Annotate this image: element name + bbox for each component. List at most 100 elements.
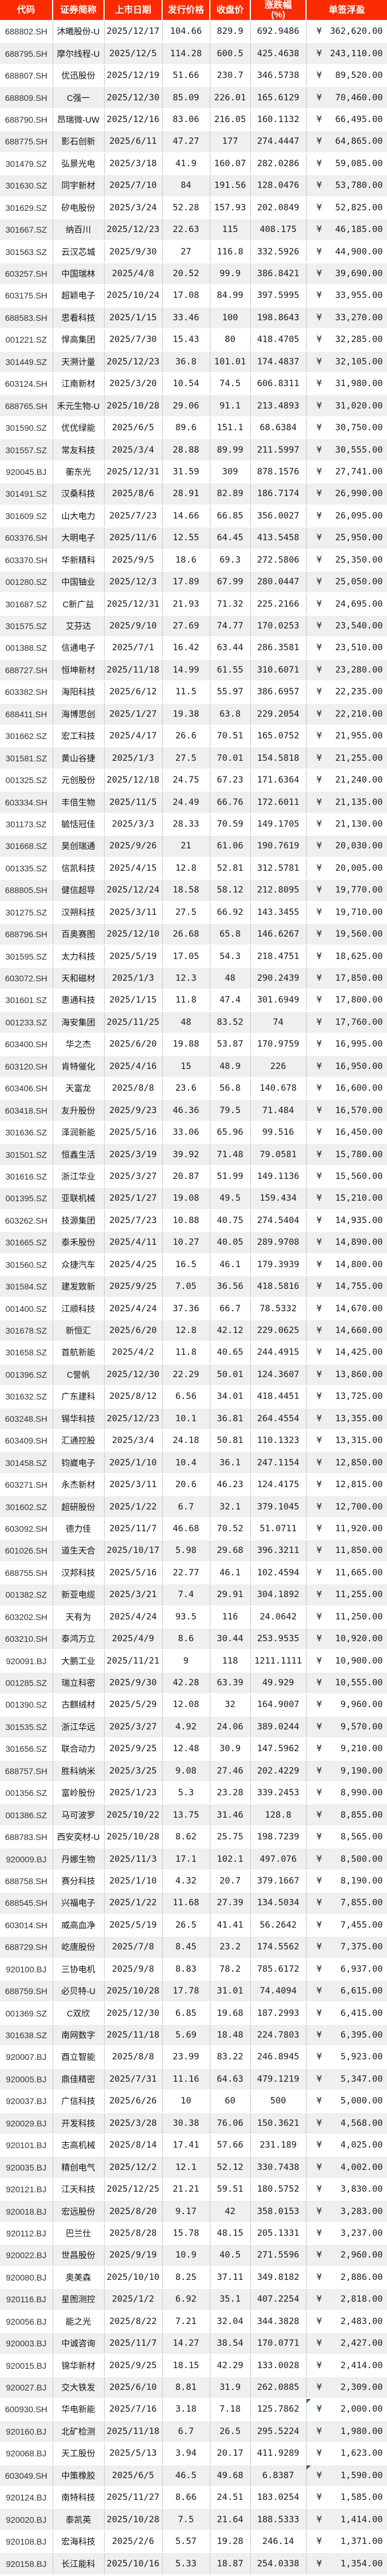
table-row[interactable]: 301616.SZ 浙江华业 2025/3/27 20.87 51.99 149.1136… (0, 1165, 387, 1189)
column-header-profit-per-lot[interactable]: 单签浮盈 (306, 0, 387, 21)
table-row[interactable]: 688757.SH 胜科纳米 2025/3/25 9.08 27.46 202.4229 ¥… (0, 1760, 387, 1783)
table-row[interactable]: 920112.BJ 巴兰仕 2025/8/28 15.78 48.15 205.1331 ¥… (0, 2222, 387, 2245)
table-row[interactable]: 688727.SH 恒坤新材 2025/11/18 14.99 61.55 310.607… (0, 659, 387, 682)
table-row[interactable]: 301575.SZ 艾芬达 2025/9/10 27.69 74.77 170.0253 ¥… (0, 615, 387, 638)
table-row[interactable]: 920027.BJ 交大铁发 2025/6/10 8.81 31.9 262.0885 ¥2… (0, 2376, 387, 2400)
table-row[interactable]: 301535.SZ 浙江华远 2025/3/27 4.92 24.06 389.0244 ¥… (0, 1716, 387, 1739)
table-row[interactable]: 301667.SZ 纳百川 2025/12/23 22.63 115 408.175 ¥46… (0, 218, 387, 242)
table-row[interactable]: 920124.BJ 南特科技 2025/11/27 8.66 24.51 183.0254… (0, 2487, 387, 2510)
table-row[interactable]: 603120.SH 肯特催化 2025/4/16 15 48.9 226 ¥16,950.0… (0, 1055, 387, 1079)
table-row[interactable]: 301629.SZ 矽电股份 2025/3/24 52.28 157.93 202.084… (0, 196, 387, 219)
table-row[interactable]: 603014.SH 威高血净 2025/5/19 26.5 41.41 56.2642 ¥7… (0, 1914, 387, 1937)
table-row[interactable]: 301458.SZ 钧崴电子 2025/1/10 10.4 36.1 247.1154 ¥1… (0, 1451, 387, 1474)
table-row[interactable]: 688790.SH 昂瑞微-UW 2025/12/16 83.06 216.05 160.… (0, 108, 387, 132)
table-row[interactable]: 001400.SZ 江顺科技 2025/4/24 37.36 66.7 78.5332 ¥1… (0, 1297, 387, 1320)
table-row[interactable]: 603370.SH 华新精科 2025/9/5 18.6 69.3 272.5806 ¥25… (0, 549, 387, 572)
table-row[interactable]: 688809.SH C强一 2025/12/30 85.09 226.01 165.612… (0, 86, 387, 109)
table-row[interactable]: 301609.SZ 山大电力 2025/7/23 14.66 66.85 356.0027… (0, 505, 387, 528)
table-row[interactable]: 001233.SZ 海安集团 2025/11/25 48 83.52 74 ¥17,760.… (0, 1011, 387, 1035)
table-row[interactable]: 688783.SH 西安奕材-U 2025/10/28 8.62 25.75 198.72… (0, 1825, 387, 1849)
table-row[interactable]: 301563.SZ 云汉芯城 2025/9/30 27 116.8 332.5926 ¥44… (0, 240, 387, 263)
table-row[interactable]: 301449.SZ 天溯计量 2025/12/23 36.8 101.01 174.483… (0, 350, 387, 374)
table-row[interactable]: 920158.BJ 长江能科 2025/10/16 5.33 18.87 254.0338… (0, 2552, 387, 2575)
column-header-list-date[interactable]: 上市日期 (104, 0, 163, 21)
column-header-close-price[interactable]: 收盘价 (210, 0, 251, 21)
table-row[interactable]: 688796.SH 百奥赛图 2025/12/10 26.68 65.8 146.6267… (0, 923, 387, 946)
table-row[interactable]: 688805.SH 健信超导 2025/12/24 18.58 58.12 212.809… (0, 879, 387, 902)
table-row[interactable]: 603175.SH 超颖电子 2025/10/24 17.08 84.99 397.599… (0, 285, 387, 308)
table-row[interactable]: 603124.SH 江南新材 2025/3/20 10.54 74.5 606.8311 ¥… (0, 373, 387, 396)
table-row[interactable]: 301636.SZ 泽润新能 2025/5/16 33.06 65.96 99.516 ¥1… (0, 1121, 387, 1144)
table-row[interactable]: 001369.SZ C双欣 2025/12/30 6.85 19.68 187.2993 ¥… (0, 2002, 387, 2025)
table-row[interactable]: 920020.BJ 泰凯英 2025/10/28 7.5 21.64 188.5333 ¥1… (0, 2508, 387, 2531)
table-row[interactable]: 688759.SH 必贝特-U 2025/10/28 17.78 31.01 74.409… (0, 1980, 387, 2003)
table-row[interactable]: 301665.SZ 泰禾股份 2025/4/11 10.27 40.05 289.9708… (0, 1232, 387, 1254)
table-row[interactable]: 920045.BJ 蘅东光 2025/12/31 31.59 309 878.1576 ¥2… (0, 460, 387, 484)
table-row[interactable]: 301601.SZ 惠通科技 2025/1/15 11.8 47.4 301.6949 ¥1… (0, 989, 387, 1012)
table-row[interactable]: 920091.BJ 大鹏工业 2025/11/21 9 118 1211.1111 ¥10,… (0, 1650, 387, 1673)
table-row[interactable]: 688411.SH 海博思创 2025/1/27 19.38 63.8 229.2054 ¥… (0, 703, 387, 726)
table-row[interactable]: 920018.BJ 宏远股份 2025/8/20 9.17 42 358.0153 ¥3,2… (0, 2200, 387, 2223)
table-row[interactable]: 603248.SH 锡华科技 2025/12/23 10.1 36.81 264.4554… (0, 1407, 387, 1431)
table-row[interactable]: 301557.SZ 常友科技 2025/3/4 28.88 89.99 211.5997 ¥… (0, 439, 387, 462)
table-row[interactable]: 603406.SH 天富龙 2025/8/8 23.6 56.8 140.678 ¥16,6… (0, 1077, 387, 1100)
column-header-code[interactable]: 代码 (0, 0, 53, 21)
table-row[interactable]: 603400.SH 华之杰 2025/6/20 19.88 53.87 170.9759 ¥… (0, 1033, 387, 1056)
table-row[interactable]: 600930.SH 华电新能 2025/7/16 3.18 7.18 125.7862 ¥2… (0, 2398, 387, 2421)
table-row[interactable]: 688545.SH 兴福电子 2025/1/22 11.68 27.39 134.5034… (0, 1892, 387, 1915)
table-row[interactable]: 603376.SH 大明电子 2025/11/6 12.55 64.45 413.5458… (0, 527, 387, 550)
table-row[interactable]: 301632.SZ 广东建科 2025/8/12 6.56 34.01 418.4451 ¥… (0, 1386, 387, 1409)
column-header-issue-price[interactable]: 发行价格 (162, 0, 210, 21)
table-row[interactable]: 001386.SZ 马可波罗 2025/10/22 13.75 31.46 128.8 ¥8… (0, 1804, 387, 1827)
table-row[interactable]: 688729.SH 屹唐股份 2025/7/8 8.45 23.2 174.5562 ¥7,… (0, 1936, 387, 1959)
table-row[interactable]: 601026.SH 道生天合 2025/10/17 5.98 29.68 396.3211… (0, 1540, 387, 1563)
table-row[interactable]: 920100.BJ 三协电机 2025/9/8 8.83 78.2 785.6172 ¥6,… (0, 1958, 387, 1981)
table-row[interactable]: 001221.SZ 悍高集团 2025/7/30 15.43 80 418.4705 ¥32… (0, 329, 387, 352)
table-row[interactable]: 001280.SZ 中国铀业 2025/12/3 17.89 67.99 280.0447… (0, 570, 387, 594)
table-row[interactable]: 920108.BJ 宏海科技 2025/2/6 5.57 19.28 246.14 ¥1,3… (0, 2530, 387, 2554)
table-row[interactable]: 001356.SZ 富岭股份 2025/1/23 5.3 23.28 339.2453 ¥8… (0, 1782, 387, 1805)
table-row[interactable]: 688583.SH 思看科技 2025/1/15 33.46 100 198.8643 ¥3… (0, 306, 387, 330)
table-row[interactable]: 920068.BJ 天工股份 2025/5/13 3.94 20.17 411.9289 ¥… (0, 2442, 387, 2465)
table-row[interactable]: 603049.SH 中策橡胶 2025/6/5 46.5 49.68 6.8387 ¥1,5… (0, 2464, 387, 2488)
table-row[interactable]: 001335.SZ 信凯科技 2025/4/15 12.8 52.81 312.5781 ¥… (0, 857, 387, 880)
table-row[interactable]: 688755.SH 汉邦科技 2025/5/16 22.77 46.1 102.4594 ¥… (0, 1561, 387, 1585)
table-row[interactable]: 001285.SZ 瑞立科密 2025/9/30 42.28 63.39 49.929 ¥1… (0, 1671, 387, 1695)
table-row[interactable]: 920007.BJ 酉立智能 2025/8/8 23.99 83.22 246.8945 ¥… (0, 2046, 387, 2069)
table-row[interactable]: 920003.BJ 中诚咨询 2025/11/7 14.27 38.54 170.0771… (0, 2332, 387, 2355)
table-row[interactable]: 920035.BJ 精创电气 2025/12/2 12.1 52.12 330.7438 ¥… (0, 2156, 387, 2179)
table-row[interactable]: 001382.SZ 新亚电缆 2025/3/21 7.4 29.91 304.1892 ¥1… (0, 1584, 387, 1607)
column-header-name[interactable]: 证券简称 (53, 0, 105, 21)
table-row[interactable]: 001325.SZ 元创股份 2025/12/18 24.75 67.23 171.636… (0, 769, 387, 792)
table-row[interactable]: 688807.SH 优迅股份 2025/12/19 51.66 230.7 346.573… (0, 64, 387, 88)
table-row[interactable]: 920022.BJ 世昌股份 2025/9/19 10.9 40.5 271.5596 ¥2… (0, 2244, 387, 2267)
table-row[interactable]: 301687.SZ C新广益 2025/12/31 21.93 71.32 225.216… (0, 593, 387, 616)
table-row[interactable]: 301479.SZ 弘景光电 2025/3/18 41.9 160.07 282.0286… (0, 152, 387, 176)
table-row[interactable]: 301595.SZ 太力科技 2025/5/19 17.05 54.3 218.4751 ¥… (0, 945, 387, 968)
table-row[interactable]: 301658.SZ 首航新能 2025/4/2 11.8 40.65 244.4915 ¥1… (0, 1341, 387, 1364)
table-row[interactable]: 301602.SZ 超研股份 2025/1/22 6.7 32.1 379.1045 ¥12… (0, 1496, 387, 1519)
table-row[interactable]: 603418.SH 友升股份 2025/9/23 46.36 79.5 71.484 ¥16… (0, 1099, 387, 1122)
table-row[interactable]: 603334.SH 丰倍生物 2025/11/5 24.49 66.76 172.6011… (0, 791, 387, 814)
table-row[interactable]: 301173.SZ 毓恬冠佳 2025/3/3 28.33 70.59 149.1705 ¥… (0, 813, 387, 836)
table-row[interactable]: 301668.SZ 昊创瑞通 2025/9/26 21 61.06 190.7619 ¥20… (0, 835, 387, 858)
table-row[interactable]: 301584.SZ 建发致新 2025/9/25 7.05 36.56 418.5816 ¥… (0, 1275, 387, 1299)
table-row[interactable]: 301678.SZ 新恒汇 2025/6/20 12.8 42.12 229.0625 ¥1… (0, 1319, 387, 1343)
table-row[interactable]: 603072.SH 天和磁材 2025/1/3 12.3 48 290.2439 ¥17,8… (0, 967, 387, 990)
table-row[interactable]: 920029.BJ 开发科技 2025/3/28 30.38 76.06 150.3621… (0, 2112, 387, 2135)
table-row[interactable]: 603202.SH 天有为 2025/4/24 93.5 116 24.0642 ¥11,2… (0, 1606, 387, 1629)
column-header-change-pct[interactable]: 涨跌幅 (%) (250, 0, 307, 21)
table-row[interactable]: 603262.SH 技源集团 2025/7/23 10.88 40.75 274.5404… (0, 1209, 387, 1233)
table-row[interactable]: 301590.SZ 优优绿能 2025/6/5 89.6 151.1 68.6384 ¥30… (0, 416, 387, 440)
table-row[interactable]: 920009.BJ 丹娜生物 2025/11/3 17.1 102.1 497.076 ¥8… (0, 1848, 387, 1871)
table-row[interactable]: 920116.BJ 星图测控 2025/1/2 6.92 35.1 407.2254 ¥2,… (0, 2288, 387, 2311)
table-row[interactable]: 603382.SH 海阳科技 2025/6/12 11.5 55.97 386.6957 ¥… (0, 681, 387, 704)
table-row[interactable]: 920056.BJ 能之光 2025/8/22 7.21 32.04 344.3828 ¥2… (0, 2310, 387, 2333)
table-row[interactable]: 001390.SZ 古麒绒材 2025/5/29 12.08 32 164.9007 ¥9,… (0, 1694, 387, 1717)
table-row[interactable]: 001396.SZ C誉帆 2025/12/30 22.29 50.01 124.3607… (0, 1363, 387, 1387)
table-row[interactable]: 301662.SZ 宏工科技 2025/4/17 26.6 70.51 165.0752 ¥… (0, 725, 387, 748)
table-row[interactable]: 301560.SZ 众捷汽车 2025/4/25 16.5 46.1 179.3939 ¥1… (0, 1253, 387, 1276)
table-row[interactable]: 301275.SZ 汉朔科技 2025/3/11 27.5 66.92 143.3455 ¥… (0, 901, 387, 924)
table-row[interactable]: 301656.SZ 联合动力 2025/9/25 12.48 30.9 147.5962 ¥… (0, 1738, 387, 1761)
table-row[interactable]: 688758.SH 赛分科技 2025/1/10 4.32 20.7 379.1667 ¥8… (0, 1870, 387, 1893)
